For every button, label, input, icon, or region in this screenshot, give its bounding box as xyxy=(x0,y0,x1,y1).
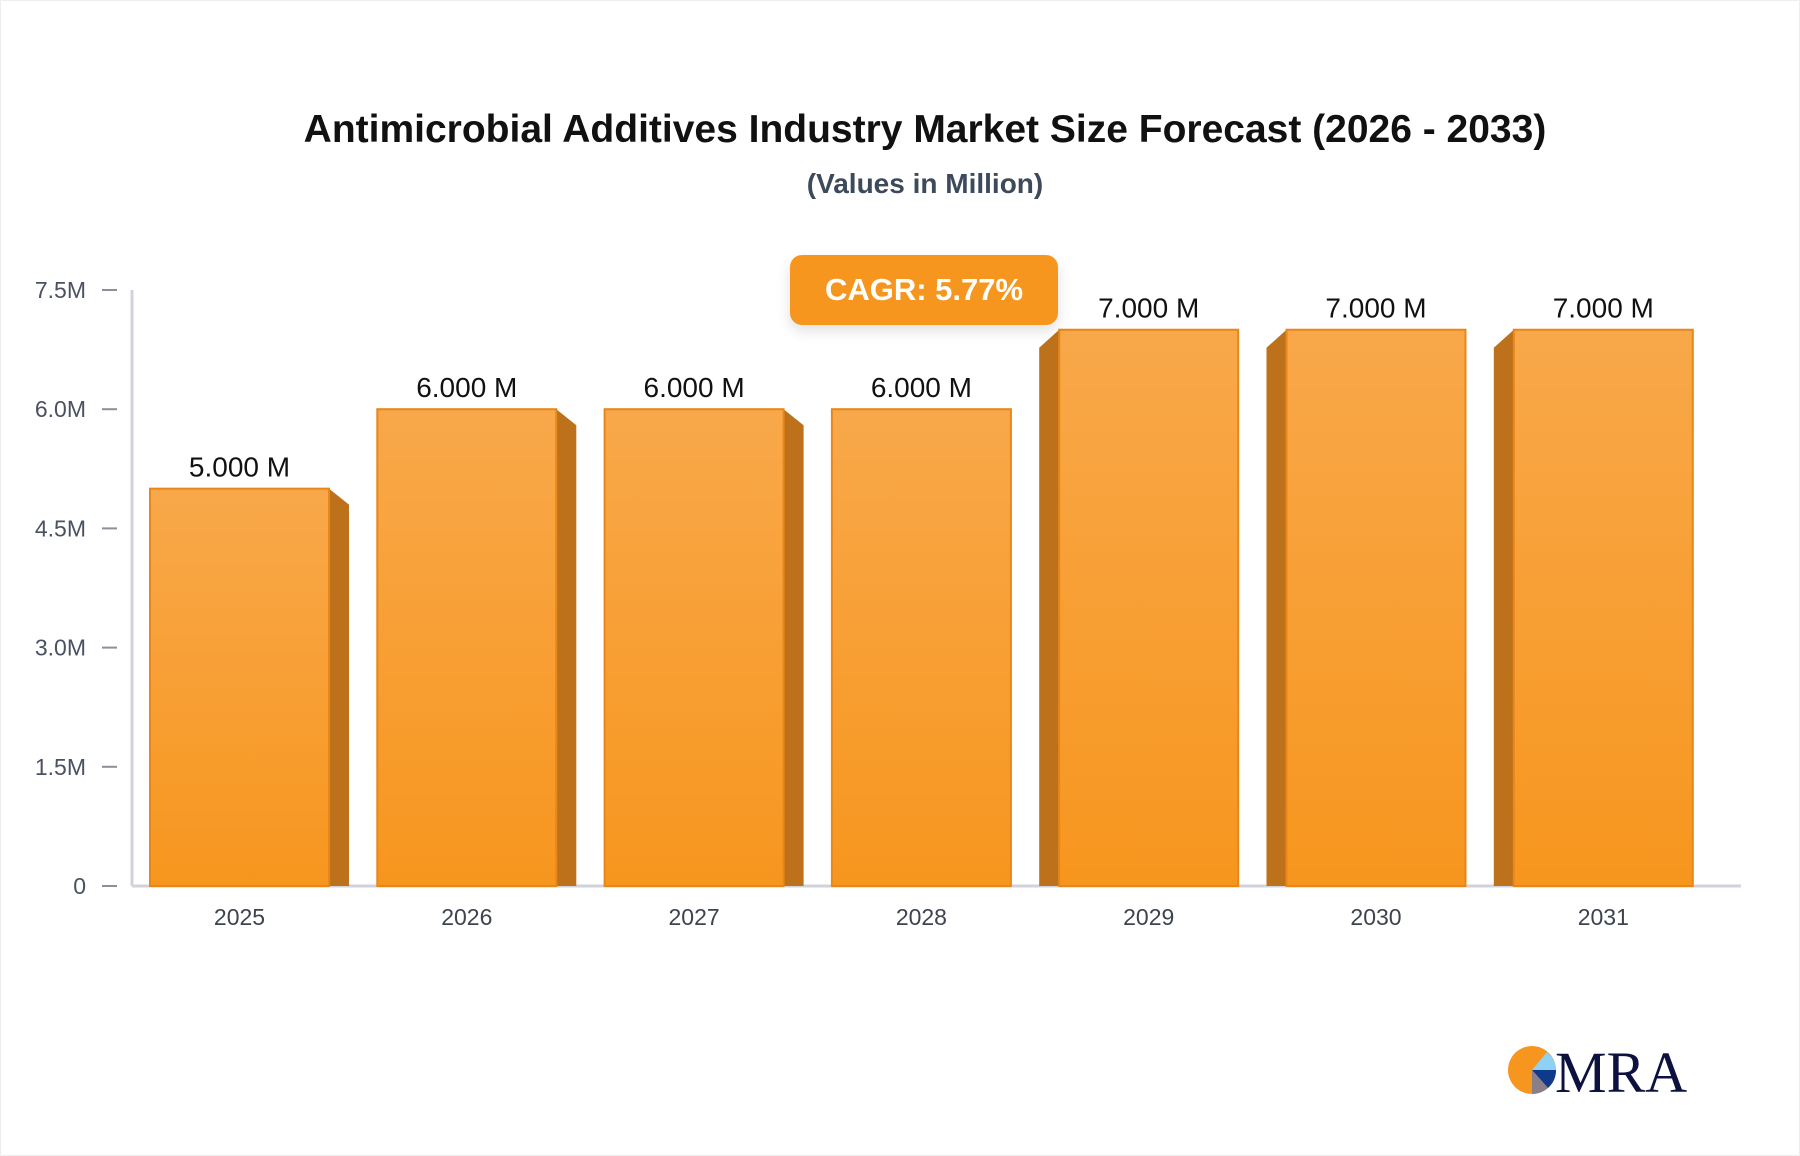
bar-side xyxy=(329,488,349,886)
bar-side xyxy=(1039,329,1060,886)
data-label: 5.000 M xyxy=(189,452,290,483)
y-tick-label: 0 xyxy=(73,873,86,899)
bar xyxy=(603,408,785,887)
data-label: 6.000 M xyxy=(644,372,745,403)
y-tick-label: 1.5M xyxy=(35,754,86,780)
x-tick-label: 2031 xyxy=(1578,904,1629,930)
bar-side xyxy=(1493,329,1514,886)
bar xyxy=(1285,328,1467,887)
data-label: 6.000 M xyxy=(416,372,517,403)
data-label: 7.000 M xyxy=(1325,293,1426,324)
data-label: 7.000 M xyxy=(1098,293,1199,324)
x-tick-label: 2025 xyxy=(214,904,265,930)
bar xyxy=(1058,328,1240,887)
bar xyxy=(376,408,558,887)
data-label: 7.000 M xyxy=(1553,293,1654,324)
bar xyxy=(149,487,330,887)
cagr-badge: CAGR: 5.77% xyxy=(790,255,1058,325)
bar-side xyxy=(556,409,577,886)
bar xyxy=(1512,328,1694,887)
bar-side xyxy=(1266,329,1287,886)
x-tick-label: 2030 xyxy=(1350,904,1401,930)
y-tick-label: 7.5M xyxy=(35,277,86,303)
logo-text: MRA xyxy=(1555,1040,1687,1100)
x-tick-label: 2029 xyxy=(1123,904,1174,930)
chart-title: Antimicrobial Additives Industry Market … xyxy=(303,108,1547,151)
x-tick-label: 2028 xyxy=(896,904,947,930)
y-tick-label: 3.0M xyxy=(35,635,86,661)
mra-logo: MRA xyxy=(1508,1040,1687,1100)
x-tick-label: 2027 xyxy=(669,904,720,930)
x-tick-label: 2026 xyxy=(441,904,492,930)
y-tick-label: 6.0M xyxy=(35,396,86,422)
y-tick-label: 4.5M xyxy=(35,515,86,541)
bar xyxy=(830,408,1012,887)
bar-side xyxy=(783,409,804,886)
chart-subtitle: (Values in Million) xyxy=(806,168,1044,199)
data-label: 6.000 M xyxy=(871,372,972,403)
